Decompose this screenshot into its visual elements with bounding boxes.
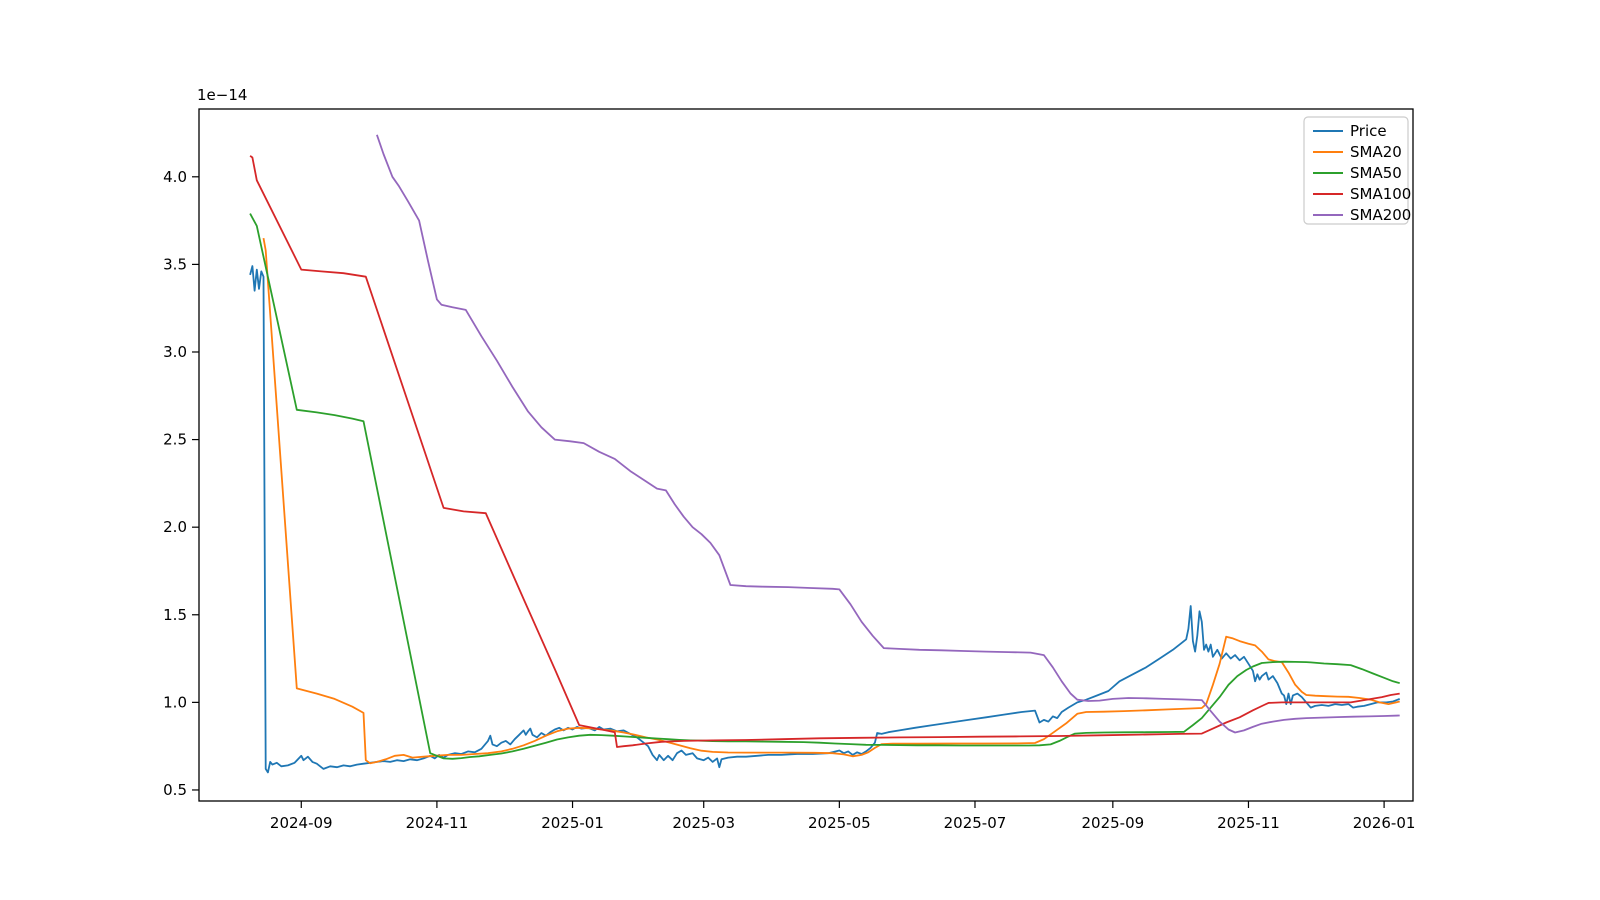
- series-sma100-line: [249, 155, 1400, 748]
- legend: Price SMA20 SMA50 SMA100 SMA200: [1303, 116, 1411, 225]
- y-axis-tick-label: 2.5: [163, 431, 187, 449]
- axes-frame: [198, 108, 1414, 802]
- legend-label: SMA50: [1350, 164, 1402, 182]
- legend-item-price: Price: [1313, 122, 1387, 140]
- y-axis-tick-label: 4.0: [163, 168, 187, 186]
- y-axis-offset-label: 1e−14: [197, 86, 247, 104]
- x-axis: 2024-09 2024-11 2025-01 2025-03 2025-05 2025-…: [270, 801, 1416, 832]
- series-price-line: [249, 265, 1401, 774]
- series-sma20-line: [262, 237, 1400, 765]
- plot-area: [199, 109, 1413, 801]
- x-axis-tick-label: 2024-09: [270, 814, 333, 832]
- x-axis-tick-label: 2024-11: [406, 814, 469, 832]
- y-axis: 0.5 1.0 1.5 2.0 2.5 3.0 3.5 4.0: [163, 168, 199, 799]
- y-axis-tick-label: 2.0: [163, 518, 187, 536]
- legend-label: SMA200: [1350, 206, 1411, 224]
- series-sma200-line: [376, 134, 1400, 734]
- legend-label: SMA100: [1350, 185, 1411, 203]
- legend-label: SMA20: [1350, 143, 1402, 161]
- legend-item-sma20: SMA20: [1313, 143, 1402, 161]
- y-axis-tick-label: 1.5: [163, 606, 187, 624]
- legend-item-sma200: SMA200: [1313, 206, 1411, 224]
- x-axis-tick-label: 2025-05: [808, 814, 871, 832]
- x-axis-tick-label: 2026-01: [1353, 814, 1416, 832]
- y-axis-tick-label: 3.5: [163, 255, 187, 273]
- legend-item-sma50: SMA50: [1313, 164, 1402, 182]
- y-axis-tick-label: 3.0: [163, 343, 187, 361]
- x-axis-tick-label: 2025-11: [1217, 814, 1280, 832]
- legend-box: [1303, 116, 1409, 225]
- y-axis-tick-label: 0.5: [163, 781, 187, 799]
- x-axis-tick-label: 2025-01: [541, 814, 604, 832]
- legend-label: Price: [1350, 122, 1387, 140]
- y-axis-tick-label: 1.0: [163, 693, 187, 711]
- x-axis-tick-label: 2025-03: [672, 814, 735, 832]
- x-axis-tick-label: 2025-09: [1081, 814, 1144, 832]
- legend-item-sma100: SMA100: [1313, 185, 1411, 203]
- x-axis-tick-label: 2025-07: [944, 814, 1007, 832]
- series-sma50-line: [249, 213, 1400, 760]
- series-lines: [249, 134, 1401, 774]
